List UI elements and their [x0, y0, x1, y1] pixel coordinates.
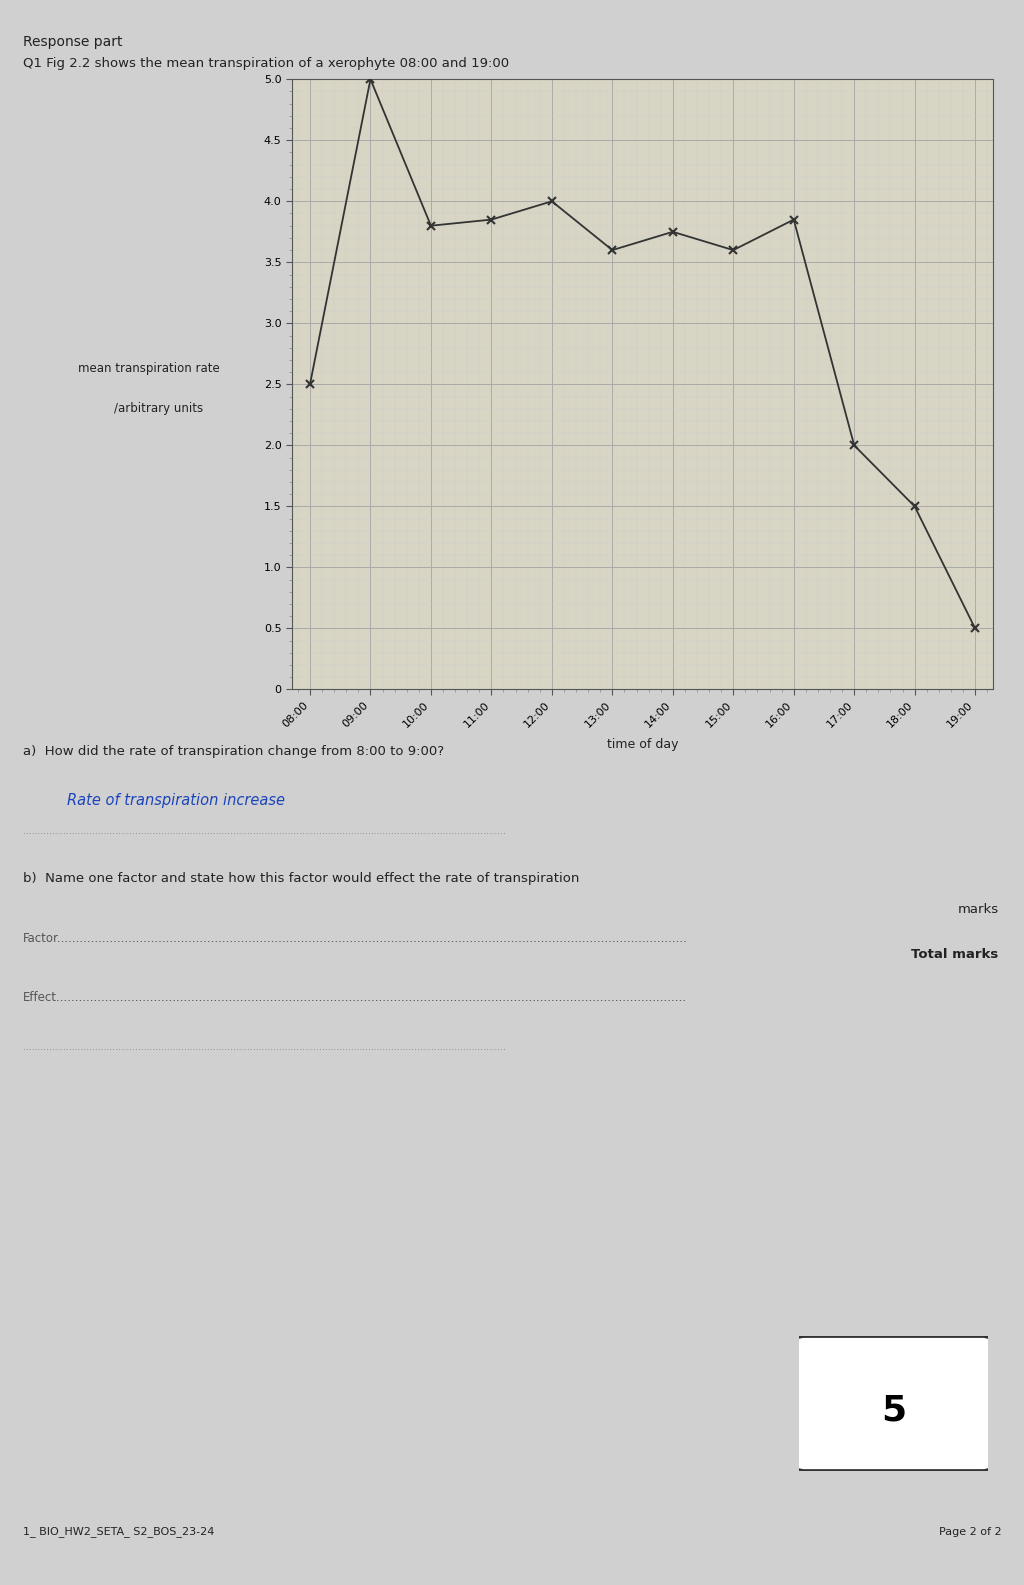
Text: /arbitrary units: /arbitrary units — [114, 401, 204, 415]
Text: Page 2 of 2: Page 2 of 2 — [939, 1528, 1001, 1537]
Text: ................................................................................: ........................................… — [23, 827, 506, 837]
Text: Factor..........................................................................: Factor..................................… — [23, 932, 687, 945]
Text: Rate of transpiration increase: Rate of transpiration increase — [67, 792, 285, 807]
Text: Effect..........................................................................: Effect..................................… — [23, 991, 686, 1003]
Text: mean transpiration rate: mean transpiration rate — [78, 361, 219, 376]
Text: b)  Name one factor and state how this factor would effect the rate of transpira: b) Name one factor and state how this fa… — [23, 872, 579, 884]
Text: 1_ BIO_HW2_SETA_ S2_BOS_23-24: 1_ BIO_HW2_SETA_ S2_BOS_23-24 — [23, 1526, 214, 1537]
Text: Total marks: Total marks — [911, 948, 998, 961]
X-axis label: time of day: time of day — [607, 737, 678, 751]
Text: Q1 Fig 2.2 shows the mean transpiration of a xerophyte 08:00 and 19:00: Q1 Fig 2.2 shows the mean transpiration … — [23, 57, 509, 70]
Text: marks: marks — [957, 903, 998, 916]
Text: Response part: Response part — [23, 35, 122, 49]
Text: a)  How did the rate of transpiration change from 8:00 to 9:00?: a) How did the rate of transpiration cha… — [23, 745, 443, 758]
Text: 5: 5 — [881, 1393, 906, 1426]
Text: ................................................................................: ........................................… — [23, 1043, 506, 1052]
FancyBboxPatch shape — [795, 1336, 992, 1471]
